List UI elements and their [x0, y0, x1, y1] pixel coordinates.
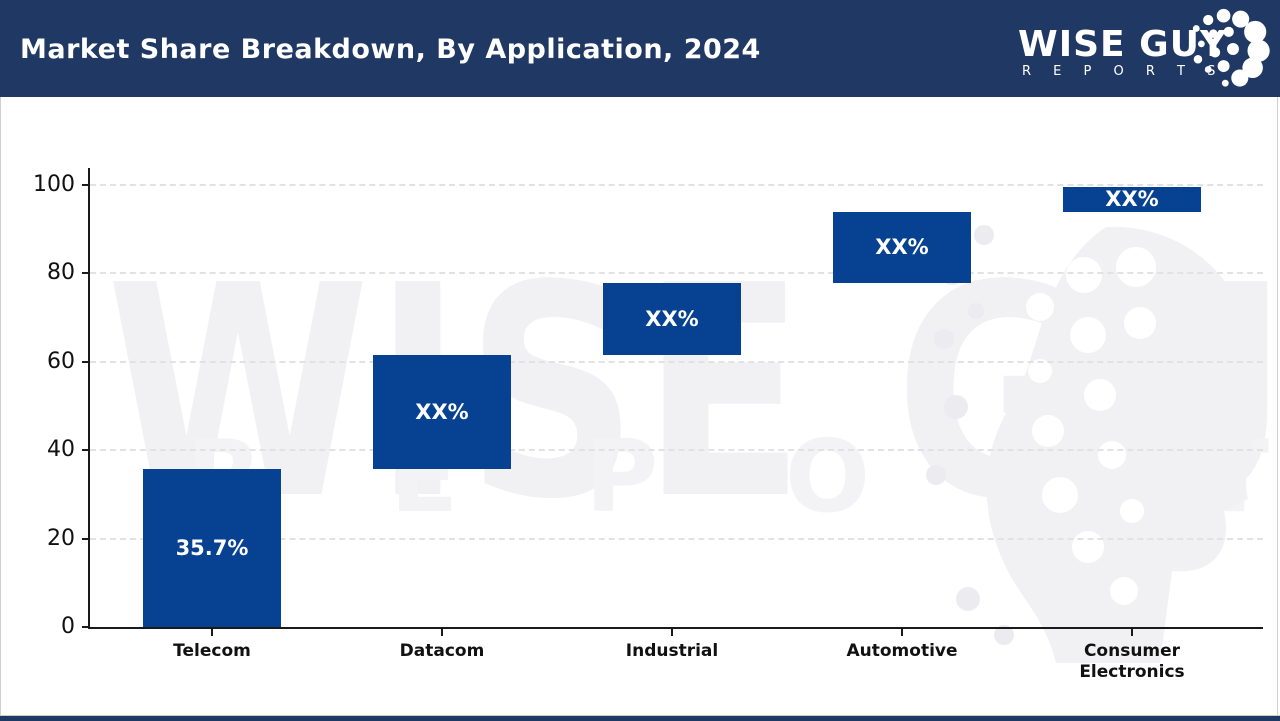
bar-consumer-electronics: XX%: [1063, 187, 1201, 212]
y-axis-line: [88, 168, 90, 629]
bar-value-label: XX%: [415, 399, 469, 424]
bar-value-label: 35.7%: [175, 535, 249, 560]
y-tick-label-0: 0: [61, 614, 75, 639]
y-tick-20: [82, 537, 89, 540]
y-tick-100: [82, 184, 89, 186]
gridline-20: [90, 537, 1263, 540]
x-tick-3: [901, 629, 903, 636]
logo-subtext: R E P O R T S: [1022, 64, 1225, 79]
gridline-60: [90, 360, 1263, 363]
bar-telecom: 35.7%: [143, 469, 281, 627]
x-category-label: Automotive: [846, 641, 958, 661]
x-category-label: Datacom: [399, 641, 485, 661]
gridline-100: [90, 184, 1263, 186]
y-tick-label-20: 20: [47, 525, 75, 551]
bar-datacom: XX%: [373, 355, 511, 470]
y-tick-40: [82, 449, 89, 452]
y-tick-60: [82, 360, 89, 363]
chart-title: Market Share Breakdown, By Application, …: [20, 34, 761, 65]
logo-head-icon: [1192, 8, 1270, 87]
y-tick-80: [82, 272, 89, 275]
footer-bar: [0, 715, 1280, 721]
bar-value-label: XX%: [875, 235, 929, 260]
x-tick-4: [1131, 629, 1133, 636]
x-axis-line: [88, 627, 1263, 629]
x-category-label: Industrial: [625, 641, 719, 661]
x-category-label: Consumer Electronics: [1079, 641, 1185, 683]
y-tick-label-40: 40: [47, 437, 75, 463]
x-tick-2: [671, 629, 673, 636]
gridline-40: [90, 449, 1263, 452]
bar-industrial: XX%: [603, 283, 741, 356]
gridline-80: [90, 272, 1263, 275]
logo-wordmark: WISE GUY: [1018, 24, 1228, 65]
chart-area: WISE GUY R E P O R T S 02040608010035.7%…: [0, 97, 1278, 715]
brand-logo: WISE GUY R E P O R T S: [1018, 6, 1270, 92]
y-tick-0: [82, 626, 89, 628]
header-banner: Market Share Breakdown, By Application, …: [0, 0, 1280, 97]
y-tick-label-60: 60: [47, 348, 75, 374]
x-category-label: Telecom: [173, 641, 251, 661]
bar-value-label: XX%: [1105, 187, 1159, 212]
y-tick-label-80: 80: [47, 260, 75, 286]
y-tick-label-100: 100: [33, 172, 75, 197]
x-tick-0: [211, 629, 213, 636]
bar-value-label: XX%: [645, 306, 699, 331]
bar-automotive: XX%: [833, 211, 971, 284]
watermark-subtext: R E P O R T S: [186, 418, 1277, 535]
x-tick-1: [441, 629, 443, 636]
